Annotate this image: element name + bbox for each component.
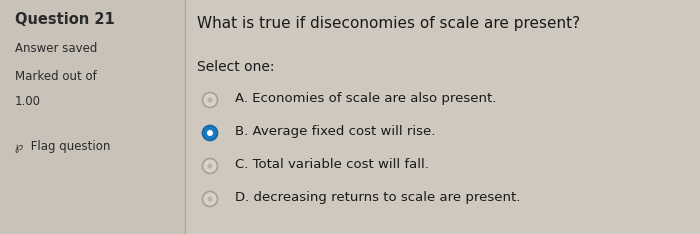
Text: Answer saved: Answer saved <box>15 42 97 55</box>
Text: Question 21: Question 21 <box>15 12 115 27</box>
Ellipse shape <box>207 164 213 168</box>
Text: B. Average fixed cost will rise.: B. Average fixed cost will rise. <box>235 125 435 138</box>
Ellipse shape <box>207 130 213 136</box>
Ellipse shape <box>202 92 218 107</box>
Text: D. decreasing returns to scale are present.: D. decreasing returns to scale are prese… <box>235 191 520 204</box>
Ellipse shape <box>207 197 213 201</box>
Text: 1.00: 1.00 <box>15 95 41 108</box>
Text: What is true if diseconomies of scale are present?: What is true if diseconomies of scale ar… <box>197 16 580 31</box>
Ellipse shape <box>207 98 213 102</box>
Text: Marked out of: Marked out of <box>15 70 97 83</box>
Text: A. Economies of scale are also present.: A. Economies of scale are also present. <box>235 92 496 105</box>
Text: C. Total variable cost will fall.: C. Total variable cost will fall. <box>235 158 429 171</box>
Ellipse shape <box>202 125 218 140</box>
Ellipse shape <box>202 158 218 173</box>
Ellipse shape <box>202 191 218 206</box>
Text: Select one:: Select one: <box>197 60 274 74</box>
Text: ℘  Flag question: ℘ Flag question <box>15 140 111 153</box>
Bar <box>0 0 185 234</box>
